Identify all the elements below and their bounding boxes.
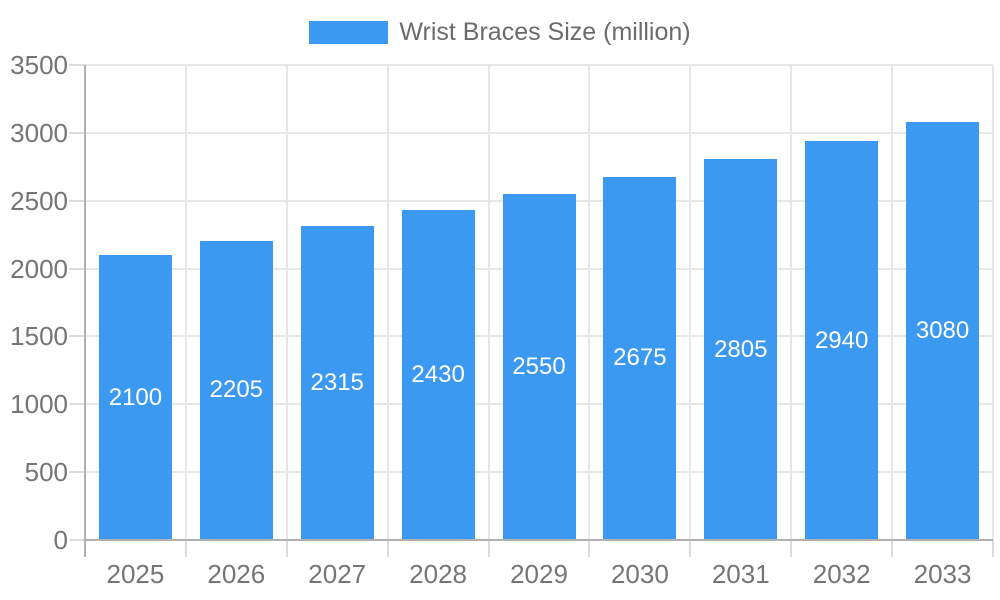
x-tick [689, 540, 692, 557]
y-axis-label: 2500 [10, 185, 68, 216]
bar-value-label: 2805 [714, 335, 768, 363]
bar[interactable]: 2205 [199, 240, 273, 540]
x-gridline [891, 65, 894, 540]
x-axis-label: 2027 [308, 559, 367, 589]
x-tick [386, 540, 389, 557]
x-axis-label: 2033 [913, 559, 972, 589]
x-gridline [285, 65, 288, 540]
y-axis-line [84, 65, 86, 557]
y-axis-label: 3000 [10, 117, 68, 148]
x-axis-line [85, 539, 993, 541]
x-axis-label: 2026 [207, 559, 266, 589]
x-axis-label: 2028 [409, 559, 468, 589]
bar[interactable]: 2550 [502, 193, 576, 540]
y-axis-label: 1500 [10, 321, 68, 352]
y-tick [69, 539, 85, 541]
bar[interactable]: 2100 [98, 255, 172, 540]
x-tick [285, 540, 288, 557]
y-gridline [85, 64, 993, 66]
x-tick [487, 540, 490, 557]
x-gridline [184, 65, 187, 540]
bar-value-label: 2550 [512, 352, 566, 380]
x-tick [184, 540, 187, 557]
bar-value-label: 2315 [310, 368, 364, 396]
y-axis-label: 2000 [10, 253, 68, 284]
y-tick [69, 403, 85, 406]
bar[interactable]: 2315 [300, 225, 374, 540]
y-axis-label: 0 [53, 525, 68, 555]
y-tick [69, 471, 85, 474]
bar-value-label: 2205 [209, 376, 264, 404]
bar-value-label: 2100 [108, 383, 163, 411]
x-tick [891, 540, 894, 557]
bar-value-label: 2430 [411, 361, 465, 389]
y-axis-label: 3500 [10, 50, 68, 80]
x-tick [588, 540, 591, 557]
legend-swatch [309, 21, 389, 44]
y-gridline [85, 131, 993, 134]
x-axis-label: 2029 [510, 559, 568, 589]
y-axis-label: 500 [24, 457, 68, 488]
bar[interactable]: 2430 [401, 210, 475, 540]
bar[interactable]: 3080 [906, 122, 980, 540]
x-gridline [689, 65, 692, 540]
y-tick [69, 131, 85, 134]
x-axis-label: 2025 [106, 559, 165, 589]
bar-value-label: 2940 [814, 326, 869, 354]
y-tick [69, 199, 85, 202]
y-tick [69, 335, 85, 338]
y-tick [69, 64, 85, 66]
bar[interactable]: 2805 [704, 159, 778, 540]
x-gridline [992, 65, 994, 540]
y-axis-label: 1000 [10, 389, 68, 420]
x-gridline [790, 65, 793, 540]
x-gridline [386, 65, 389, 540]
x-gridline [487, 65, 490, 540]
bar[interactable]: 2940 [805, 141, 879, 540]
x-axis-label: 2031 [711, 559, 770, 589]
bar-value-label: 2675 [613, 344, 667, 372]
legend-series-label: Wrist Braces Size (million) [399, 18, 691, 46]
y-tick [69, 267, 85, 270]
legend-item[interactable]: Wrist Braces Size (million) [0, 18, 1000, 47]
x-axis-label: 2030 [610, 559, 669, 589]
x-tick [790, 540, 793, 557]
bar-value-label: 3080 [915, 317, 970, 344]
bar[interactable]: 2675 [603, 176, 677, 540]
x-tick [992, 540, 994, 557]
x-axis-label: 2032 [812, 559, 871, 589]
x-gridline [588, 65, 591, 540]
